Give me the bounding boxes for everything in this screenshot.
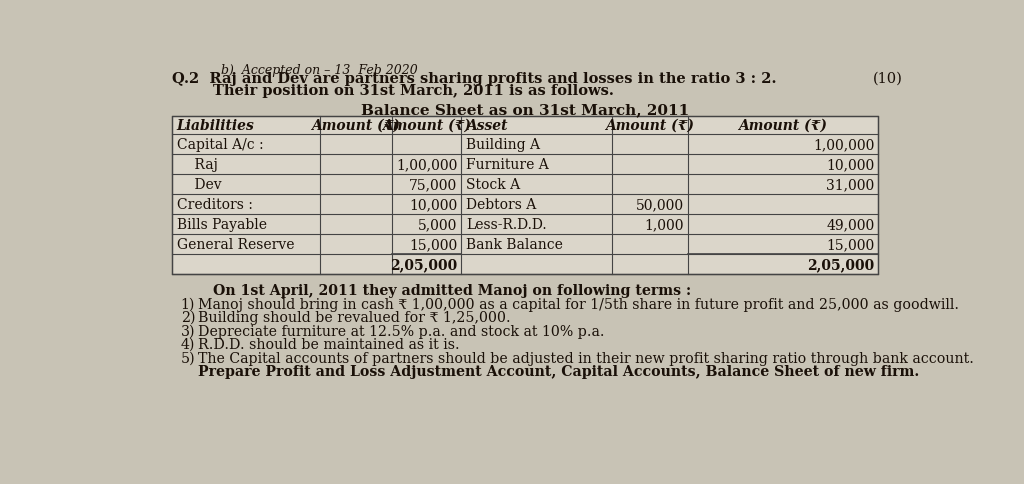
Text: 2): 2) bbox=[180, 311, 196, 324]
Text: 5): 5) bbox=[180, 351, 196, 365]
Text: Prepare Profit and Loss Adjustment Account, Capital Accounts, Balance Sheet of n: Prepare Profit and Loss Adjustment Accou… bbox=[198, 364, 919, 378]
Text: 15,000: 15,000 bbox=[826, 238, 874, 252]
Text: 15,000: 15,000 bbox=[410, 238, 458, 252]
Text: Stock A: Stock A bbox=[466, 178, 520, 192]
Text: 2,05,000: 2,05,000 bbox=[390, 258, 458, 272]
Text: 31,000: 31,000 bbox=[826, 178, 874, 192]
Text: Bank Balance: Bank Balance bbox=[466, 238, 563, 252]
Text: 1,000: 1,000 bbox=[644, 218, 684, 232]
Text: b)  Accepted on – 13  Feb 2020: b) Accepted on – 13 Feb 2020 bbox=[221, 64, 418, 77]
Text: (10): (10) bbox=[873, 72, 903, 86]
Text: Q.2  Raj and Dev are partners sharing profits and losses in the ratio 3 : 2.: Q.2 Raj and Dev are partners sharing pro… bbox=[172, 72, 776, 86]
Text: Manoj should bring in cash ₹ 1,00,000 as a capital for 1/5th share in future pro: Manoj should bring in cash ₹ 1,00,000 as… bbox=[198, 297, 958, 311]
Text: 10,000: 10,000 bbox=[826, 158, 874, 172]
Text: Depreciate furniture at 12.5% p.a. and stock at 10% p.a.: Depreciate furniture at 12.5% p.a. and s… bbox=[198, 324, 604, 338]
Text: 4): 4) bbox=[180, 337, 196, 351]
Bar bbox=[172, 117, 879, 275]
Text: Their position on 31st March, 2011 is as follows.: Their position on 31st March, 2011 is as… bbox=[172, 84, 614, 98]
Text: 10,000: 10,000 bbox=[410, 198, 458, 212]
Text: Building A: Building A bbox=[466, 138, 540, 152]
Text: 5,000: 5,000 bbox=[418, 218, 458, 232]
Text: 50,000: 50,000 bbox=[636, 198, 684, 212]
Text: R.D.D. should be maintained as it is.: R.D.D. should be maintained as it is. bbox=[198, 337, 460, 351]
Text: 49,000: 49,000 bbox=[826, 218, 874, 232]
Text: 2,05,000: 2,05,000 bbox=[807, 258, 874, 272]
Text: Amount (₹): Amount (₹) bbox=[605, 119, 694, 133]
Text: Amount (₹): Amount (₹) bbox=[382, 119, 471, 133]
Text: Building should be revalued for ₹ 1,25,000.: Building should be revalued for ₹ 1,25,0… bbox=[198, 311, 510, 324]
Text: 3): 3) bbox=[180, 324, 196, 338]
Text: Balance Sheet as on 31st March, 2011: Balance Sheet as on 31st March, 2011 bbox=[360, 103, 689, 117]
Text: 75,000: 75,000 bbox=[410, 178, 458, 192]
Text: Raj: Raj bbox=[177, 158, 218, 172]
Text: Liabilities: Liabilities bbox=[177, 119, 255, 133]
Text: Debtors A: Debtors A bbox=[466, 198, 537, 212]
Text: The Capital accounts of partners should be adjusted in their new profit sharing : The Capital accounts of partners should … bbox=[198, 351, 974, 365]
Text: 1,00,000: 1,00,000 bbox=[396, 158, 458, 172]
Text: Less-R.D.D.: Less-R.D.D. bbox=[466, 218, 547, 232]
Text: General Reserve: General Reserve bbox=[177, 238, 294, 252]
Text: 1): 1) bbox=[180, 297, 196, 311]
Text: Amount (₹): Amount (₹) bbox=[738, 119, 827, 133]
Text: Capital A/c :: Capital A/c : bbox=[177, 138, 263, 152]
Text: Furniture A: Furniture A bbox=[466, 158, 549, 172]
Text: Amount (₹): Amount (₹) bbox=[311, 119, 400, 133]
Text: Bills Payable: Bills Payable bbox=[177, 218, 267, 232]
Text: Creditors :: Creditors : bbox=[177, 198, 253, 212]
Text: Asset: Asset bbox=[466, 119, 508, 133]
Text: Dev: Dev bbox=[177, 178, 221, 192]
Text: On 1st April, 2011 they admitted Manoj on following terms :: On 1st April, 2011 they admitted Manoj o… bbox=[213, 283, 691, 297]
Text: 1,00,000: 1,00,000 bbox=[813, 138, 874, 152]
